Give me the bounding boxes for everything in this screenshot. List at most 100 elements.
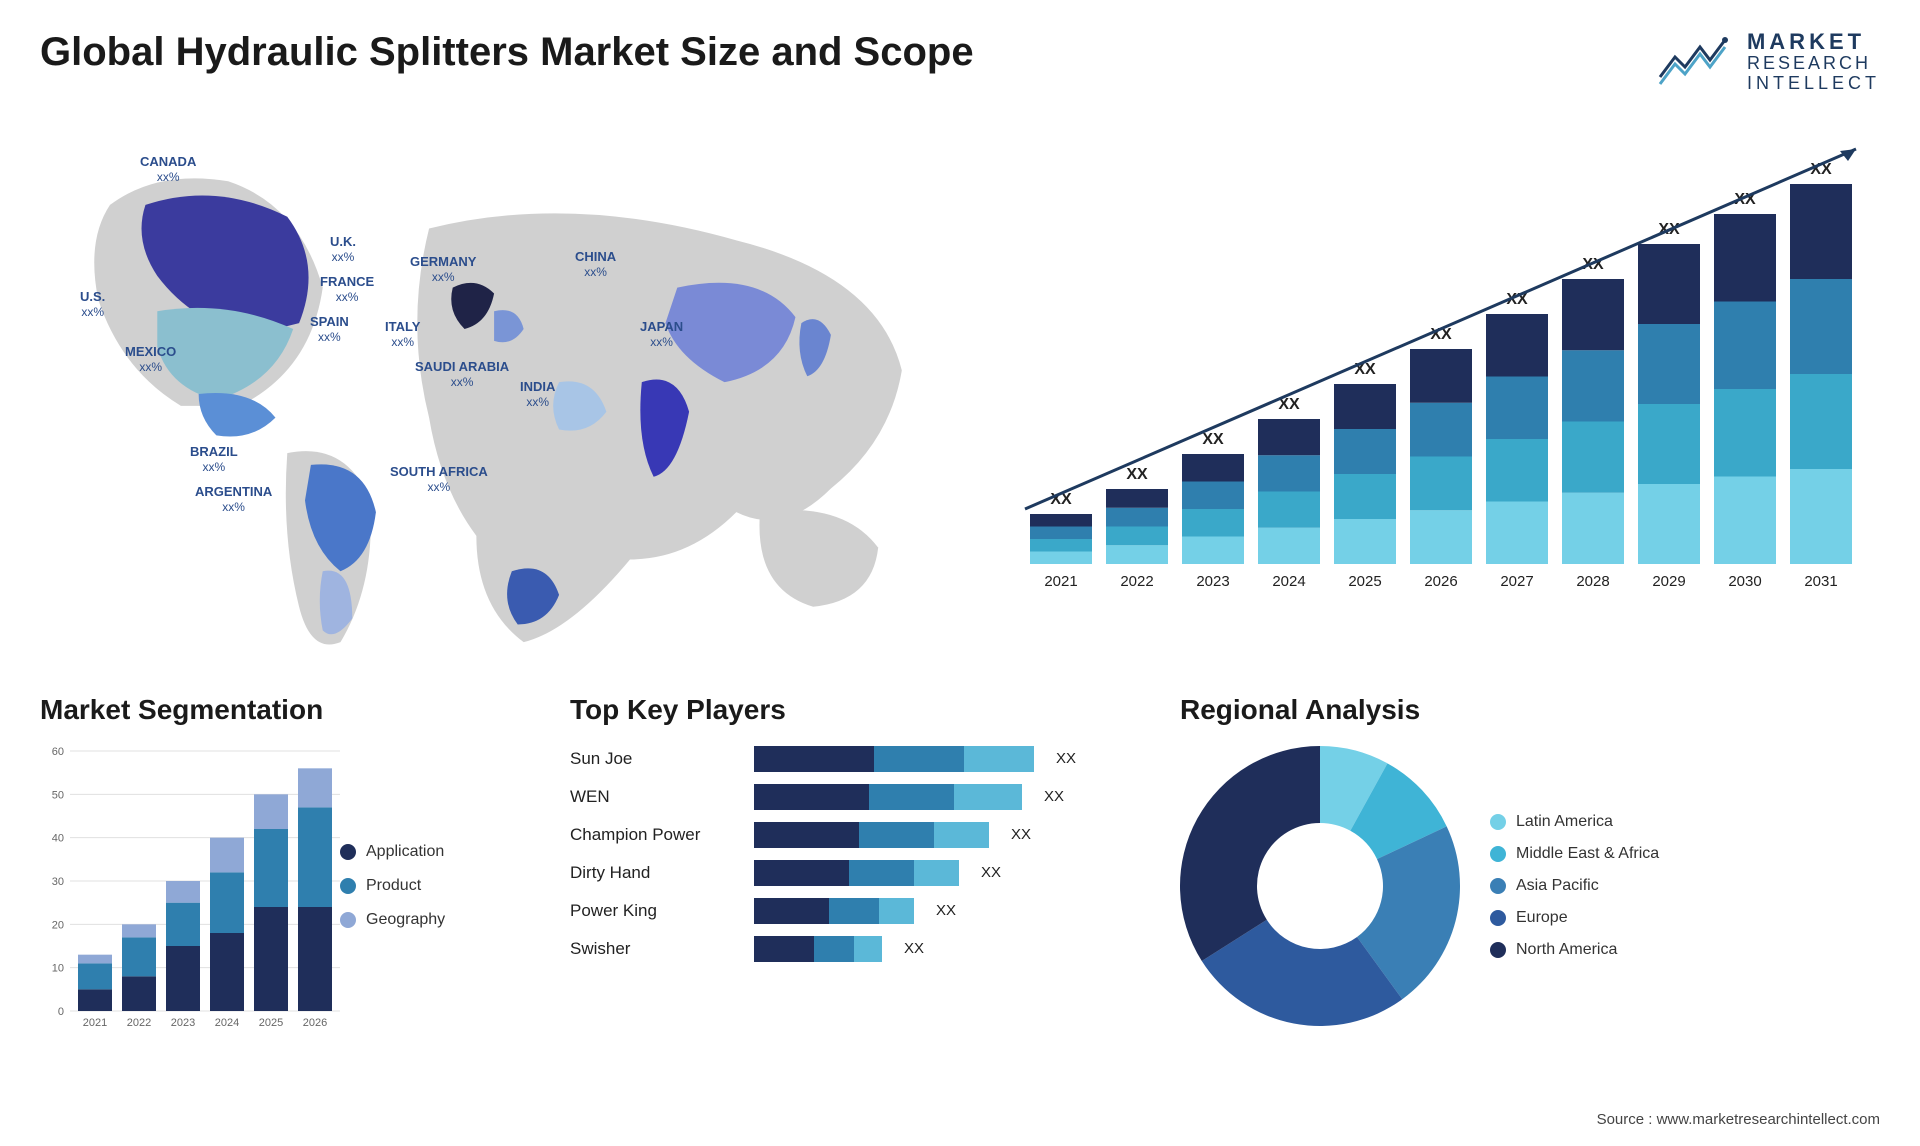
svg-text:2023: 2023 <box>171 1017 195 1029</box>
svg-text:2025: 2025 <box>1348 573 1381 590</box>
map-label: BRAZILxx% <box>190 444 238 475</box>
legend-item: Asia Pacific <box>1490 877 1659 895</box>
map-pct: xx% <box>432 270 455 284</box>
player-bar-segment <box>964 746 1034 772</box>
player-bar-segment <box>879 898 914 924</box>
map-label: JAPANxx% <box>640 319 683 350</box>
player-name: Sun Joe <box>570 749 740 769</box>
map-label: ARGENTINAxx% <box>195 484 272 515</box>
player-bar-segment <box>849 860 914 886</box>
player-value: XX <box>981 864 1001 881</box>
player-bar-segment <box>754 784 869 810</box>
legend-label: Product <box>366 877 421 895</box>
player-bar-segment <box>874 746 964 772</box>
player-value: XX <box>1044 788 1064 805</box>
player-bar-segment <box>754 898 829 924</box>
player-bar-segment <box>754 936 814 962</box>
map-label: CANADAxx% <box>140 154 196 185</box>
player-name: Champion Power <box>570 825 740 845</box>
map-country: SOUTH AFRICA <box>390 464 488 479</box>
legend-label: Middle East & Africa <box>1516 845 1659 863</box>
player-row: Power KingXX <box>570 898 1130 924</box>
players-panel: Top Key Players Sun Joe XX WEN XX Champion P… <box>570 694 1130 1026</box>
logo-icon <box>1655 32 1735 92</box>
svg-text:XX: XX <box>1126 466 1148 483</box>
map-pct: xx% <box>222 500 245 514</box>
legend-item: Latin America <box>1490 813 1659 831</box>
map-label: SAUDI ARABIAxx% <box>415 359 509 390</box>
map-country: ARGENTINA <box>195 484 272 499</box>
legend-label: Asia Pacific <box>1516 877 1599 895</box>
map-label: CHINAxx% <box>575 249 616 280</box>
player-bar <box>754 746 1034 772</box>
player-row: Sun Joe XX <box>570 746 1130 772</box>
player-bar-segment <box>914 860 959 886</box>
player-bar-segment <box>954 784 1022 810</box>
svg-text:2026: 2026 <box>1424 573 1457 590</box>
map-label: FRANCExx% <box>320 274 374 305</box>
map-pct: xx% <box>332 250 355 264</box>
segmentation-chart: 0102030405060202120222023202420252026 <box>40 746 320 1026</box>
legend-dot <box>340 878 356 894</box>
map-country: GERMANY <box>410 254 476 269</box>
legend-item: Product <box>340 877 445 895</box>
player-bar-segment <box>754 746 874 772</box>
map-label: SPAINxx% <box>310 314 349 345</box>
player-bar-segment <box>754 860 849 886</box>
map-country: ITALY <box>385 319 420 334</box>
map-country: BRAZIL <box>190 444 238 459</box>
map-pct: xx% <box>428 480 451 494</box>
legend-dot <box>340 912 356 928</box>
svg-text:2024: 2024 <box>1272 573 1305 590</box>
map-label: U.S.xx% <box>80 289 105 320</box>
map-country: JAPAN <box>640 319 683 334</box>
svg-text:XX: XX <box>1202 431 1224 448</box>
map-pct: xx% <box>81 305 104 319</box>
map-country: SPAIN <box>310 314 349 329</box>
segmentation-title: Market Segmentation <box>40 694 520 726</box>
regional-legend: Latin America Middle East & Africa Asia Pa… <box>1490 813 1659 959</box>
legend-dot <box>1490 942 1506 958</box>
legend-item: Application <box>340 843 445 861</box>
player-name: WEN <box>570 787 740 807</box>
map-country: SAUDI ARABIA <box>415 359 509 374</box>
map-pct: xx% <box>318 330 341 344</box>
legend-label: Latin America <box>1516 813 1613 831</box>
player-name: Swisher <box>570 939 740 959</box>
legend-label: Geography <box>366 911 445 929</box>
svg-text:2028: 2028 <box>1576 573 1609 590</box>
player-value: XX <box>1056 750 1076 767</box>
legend-item: Europe <box>1490 909 1659 927</box>
logo-line-3: INTELLECT <box>1747 74 1880 94</box>
legend-dot <box>1490 846 1506 862</box>
legend-dot <box>1490 814 1506 830</box>
map-country: CHINA <box>575 249 616 264</box>
player-row: Dirty HandXX <box>570 860 1130 886</box>
player-bar <box>754 822 989 848</box>
map-pct: xx% <box>584 265 607 279</box>
map-country: U.K. <box>330 234 356 249</box>
players-title: Top Key Players <box>570 694 1130 726</box>
legend-label: North America <box>1516 941 1617 959</box>
map-pct: xx% <box>526 395 549 409</box>
segmentation-legend: Application Product Geography <box>340 746 445 1026</box>
map-pct: xx% <box>157 170 180 184</box>
player-bar-segment <box>854 936 882 962</box>
map-label: GERMANYxx% <box>410 254 476 285</box>
logo-line-2: RESEARCH <box>1747 54 1880 74</box>
svg-text:2023: 2023 <box>1196 573 1229 590</box>
map-country: FRANCE <box>320 274 374 289</box>
legend-item: Geography <box>340 911 445 929</box>
legend-dot <box>1490 878 1506 894</box>
svg-text:2029: 2029 <box>1652 573 1685 590</box>
legend-dot <box>340 844 356 860</box>
brand-logo: MARKET RESEARCH INTELLECT <box>1655 30 1880 94</box>
svg-text:2022: 2022 <box>1120 573 1153 590</box>
player-bar <box>754 898 914 924</box>
svg-text:0: 0 <box>58 1006 64 1018</box>
map-pct: xx% <box>336 290 359 304</box>
svg-text:2022: 2022 <box>127 1017 151 1029</box>
svg-text:40: 40 <box>52 832 64 844</box>
regional-panel: Regional Analysis Latin AmericaMiddle Ea… <box>1180 694 1880 1026</box>
player-row: SwisherXX <box>570 936 1130 962</box>
